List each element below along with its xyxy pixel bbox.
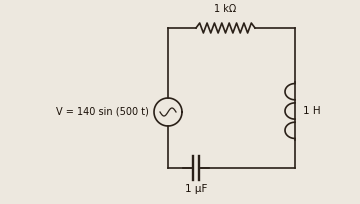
Text: 1 μF: 1 μF	[185, 184, 207, 194]
Text: 1 H: 1 H	[303, 106, 321, 116]
Text: 1 kΩ: 1 kΩ	[214, 4, 237, 14]
Text: V = 140 sin (500 t): V = 140 sin (500 t)	[56, 107, 149, 117]
